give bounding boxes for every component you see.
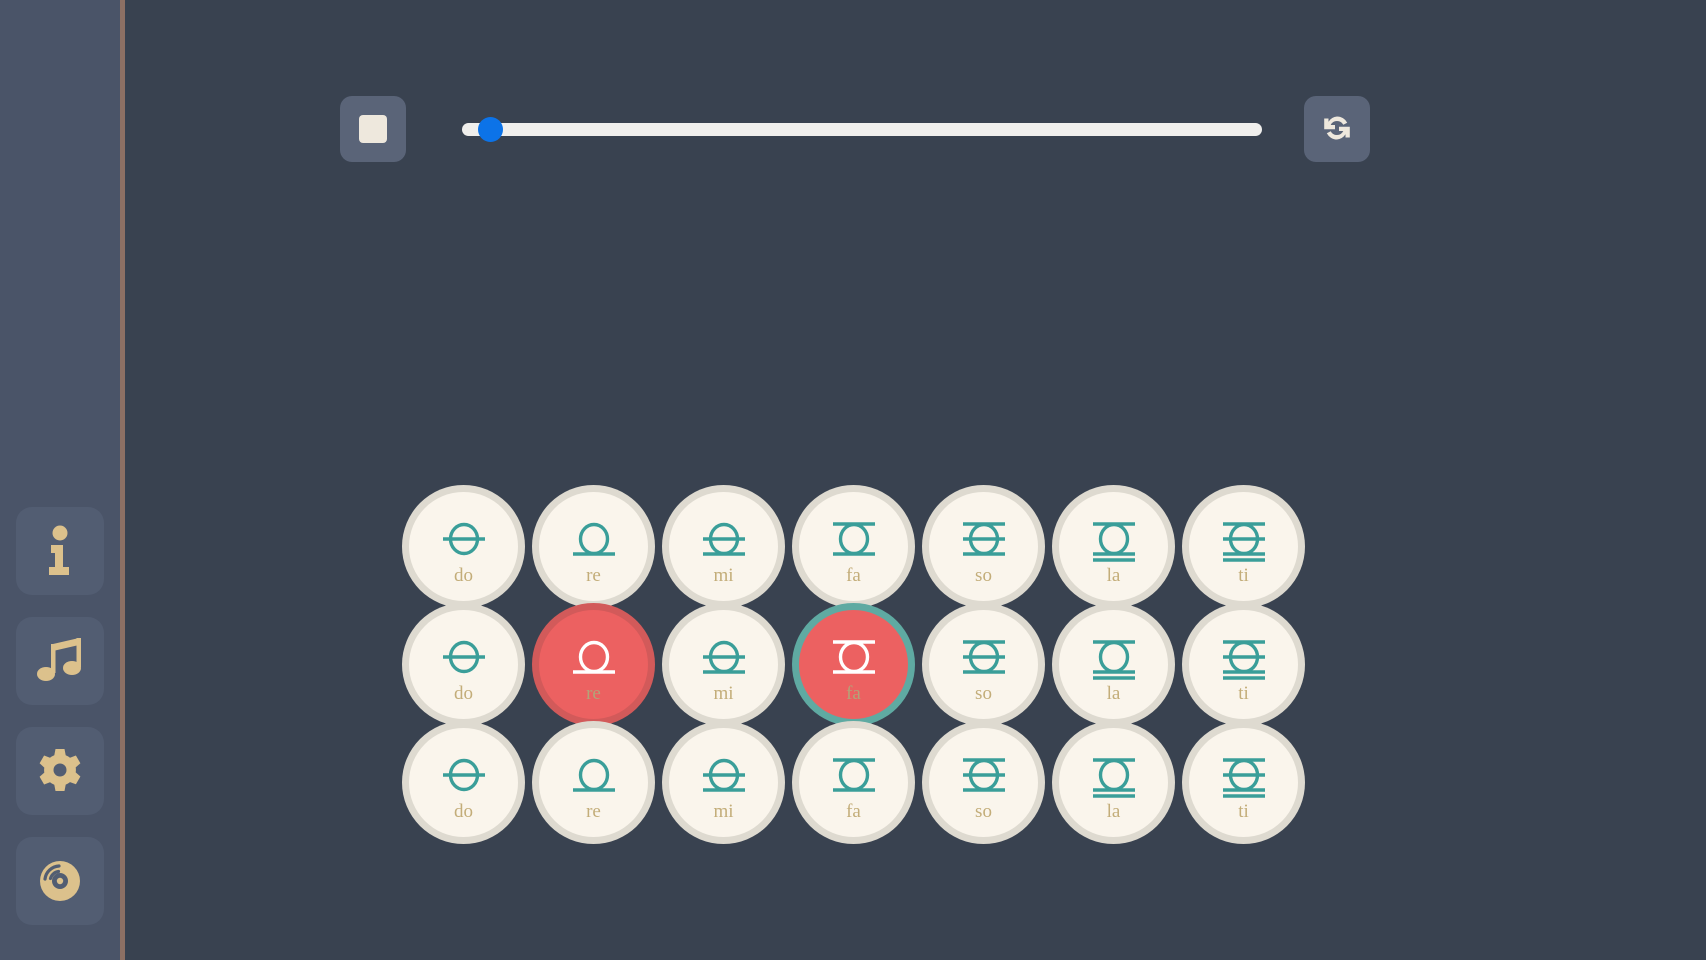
note-symbol-re-icon <box>565 631 623 683</box>
note-symbol-mi-icon <box>695 513 753 565</box>
note-label: ti <box>1238 800 1249 822</box>
note-button-la-row0[interactable]: la <box>1059 492 1168 601</box>
progress-slider[interactable] <box>462 117 1262 142</box>
note-button-fa-row2[interactable]: fa <box>799 728 908 837</box>
note-button-la-row2[interactable]: la <box>1059 728 1168 837</box>
note-label: so <box>975 564 992 586</box>
note-label: ti <box>1238 682 1249 704</box>
note-button-mi-row0[interactable]: mi <box>669 492 778 601</box>
note-button-so-row0[interactable]: so <box>929 492 1038 601</box>
note-symbol-fa-icon <box>825 631 883 683</box>
note-symbol-so-icon <box>955 631 1013 683</box>
note-button-do-row0[interactable]: do <box>409 492 518 601</box>
note-label: re <box>586 800 601 822</box>
note-button-fa-row0[interactable]: fa <box>799 492 908 601</box>
note-symbol-la-icon <box>1085 749 1143 801</box>
note-button-mi-row1[interactable]: mi <box>669 610 778 719</box>
note-label: mi <box>713 800 734 822</box>
note-symbol-re-icon <box>565 513 623 565</box>
note-label: mi <box>713 564 734 586</box>
note-button-fa-row1[interactable]: fa <box>799 610 908 719</box>
info-icon <box>38 525 82 577</box>
note-label: la <box>1106 564 1121 586</box>
note-button-do-row1[interactable]: do <box>409 610 518 719</box>
note-symbol-so-icon <box>955 749 1013 801</box>
note-button-ti-row0[interactable]: ti <box>1189 492 1298 601</box>
note-label: fa <box>846 800 861 822</box>
playback-toolbar <box>125 0 1706 220</box>
slider-track[interactable] <box>462 123 1262 136</box>
note-grid: do re mi fa so la ti do re mi fa so la ti do re mi fa so la… <box>409 492 1298 837</box>
note-row: do re mi fa so la ti <box>409 728 1298 837</box>
note-symbol-do-icon <box>435 631 493 683</box>
note-label: so <box>975 800 992 822</box>
note-label: re <box>586 564 601 586</box>
note-symbol-fa-icon <box>825 513 883 565</box>
refresh-icon <box>1319 110 1355 149</box>
note-symbol-do-icon <box>435 513 493 565</box>
vinyl-record-icon <box>36 857 84 905</box>
note-label: fa <box>846 682 861 704</box>
refresh-button[interactable] <box>1304 96 1370 162</box>
note-label: la <box>1106 800 1121 822</box>
note-button-re-row0[interactable]: re <box>539 492 648 601</box>
note-label: do <box>454 682 473 704</box>
note-button-do-row2[interactable]: do <box>409 728 518 837</box>
sidebar-item-record[interactable] <box>16 837 104 925</box>
note-button-re-row1[interactable]: re <box>539 610 648 719</box>
music-note-icon <box>35 636 85 686</box>
note-row: do re mi fa so la ti <box>409 492 1298 601</box>
note-button-re-row2[interactable]: re <box>539 728 648 837</box>
note-row: do re mi fa so la ti <box>409 610 1298 719</box>
note-label: la <box>1106 682 1121 704</box>
note-symbol-mi-icon <box>695 749 753 801</box>
sidebar-item-info[interactable] <box>16 507 104 595</box>
note-button-mi-row2[interactable]: mi <box>669 728 778 837</box>
note-label: do <box>454 564 473 586</box>
gear-icon <box>36 747 84 795</box>
note-button-ti-row2[interactable]: ti <box>1189 728 1298 837</box>
note-label: so <box>975 682 992 704</box>
note-symbol-re-icon <box>565 749 623 801</box>
note-label: ti <box>1238 564 1249 586</box>
stop-button[interactable] <box>340 96 406 162</box>
note-label: re <box>586 682 601 704</box>
note-symbol-ti-icon <box>1215 749 1273 801</box>
note-symbol-ti-icon <box>1215 631 1273 683</box>
note-button-la-row1[interactable]: la <box>1059 610 1168 719</box>
note-symbol-mi-icon <box>695 631 753 683</box>
note-symbol-la-icon <box>1085 513 1143 565</box>
sidebar-item-music[interactable] <box>16 617 104 705</box>
note-symbol-la-icon <box>1085 631 1143 683</box>
note-symbol-do-icon <box>435 749 493 801</box>
slider-thumb[interactable] <box>477 117 503 142</box>
note-button-so-row1[interactable]: so <box>929 610 1038 719</box>
sidebar-item-settings[interactable] <box>16 727 104 815</box>
note-symbol-ti-icon <box>1215 513 1273 565</box>
note-symbol-so-icon <box>955 513 1013 565</box>
note-button-ti-row1[interactable]: ti <box>1189 610 1298 719</box>
note-label: do <box>454 800 473 822</box>
note-label: mi <box>713 682 734 704</box>
sidebar <box>0 0 125 960</box>
stop-square-icon <box>359 115 387 143</box>
note-button-so-row2[interactable]: so <box>929 728 1038 837</box>
note-label: fa <box>846 564 861 586</box>
note-symbol-fa-icon <box>825 749 883 801</box>
